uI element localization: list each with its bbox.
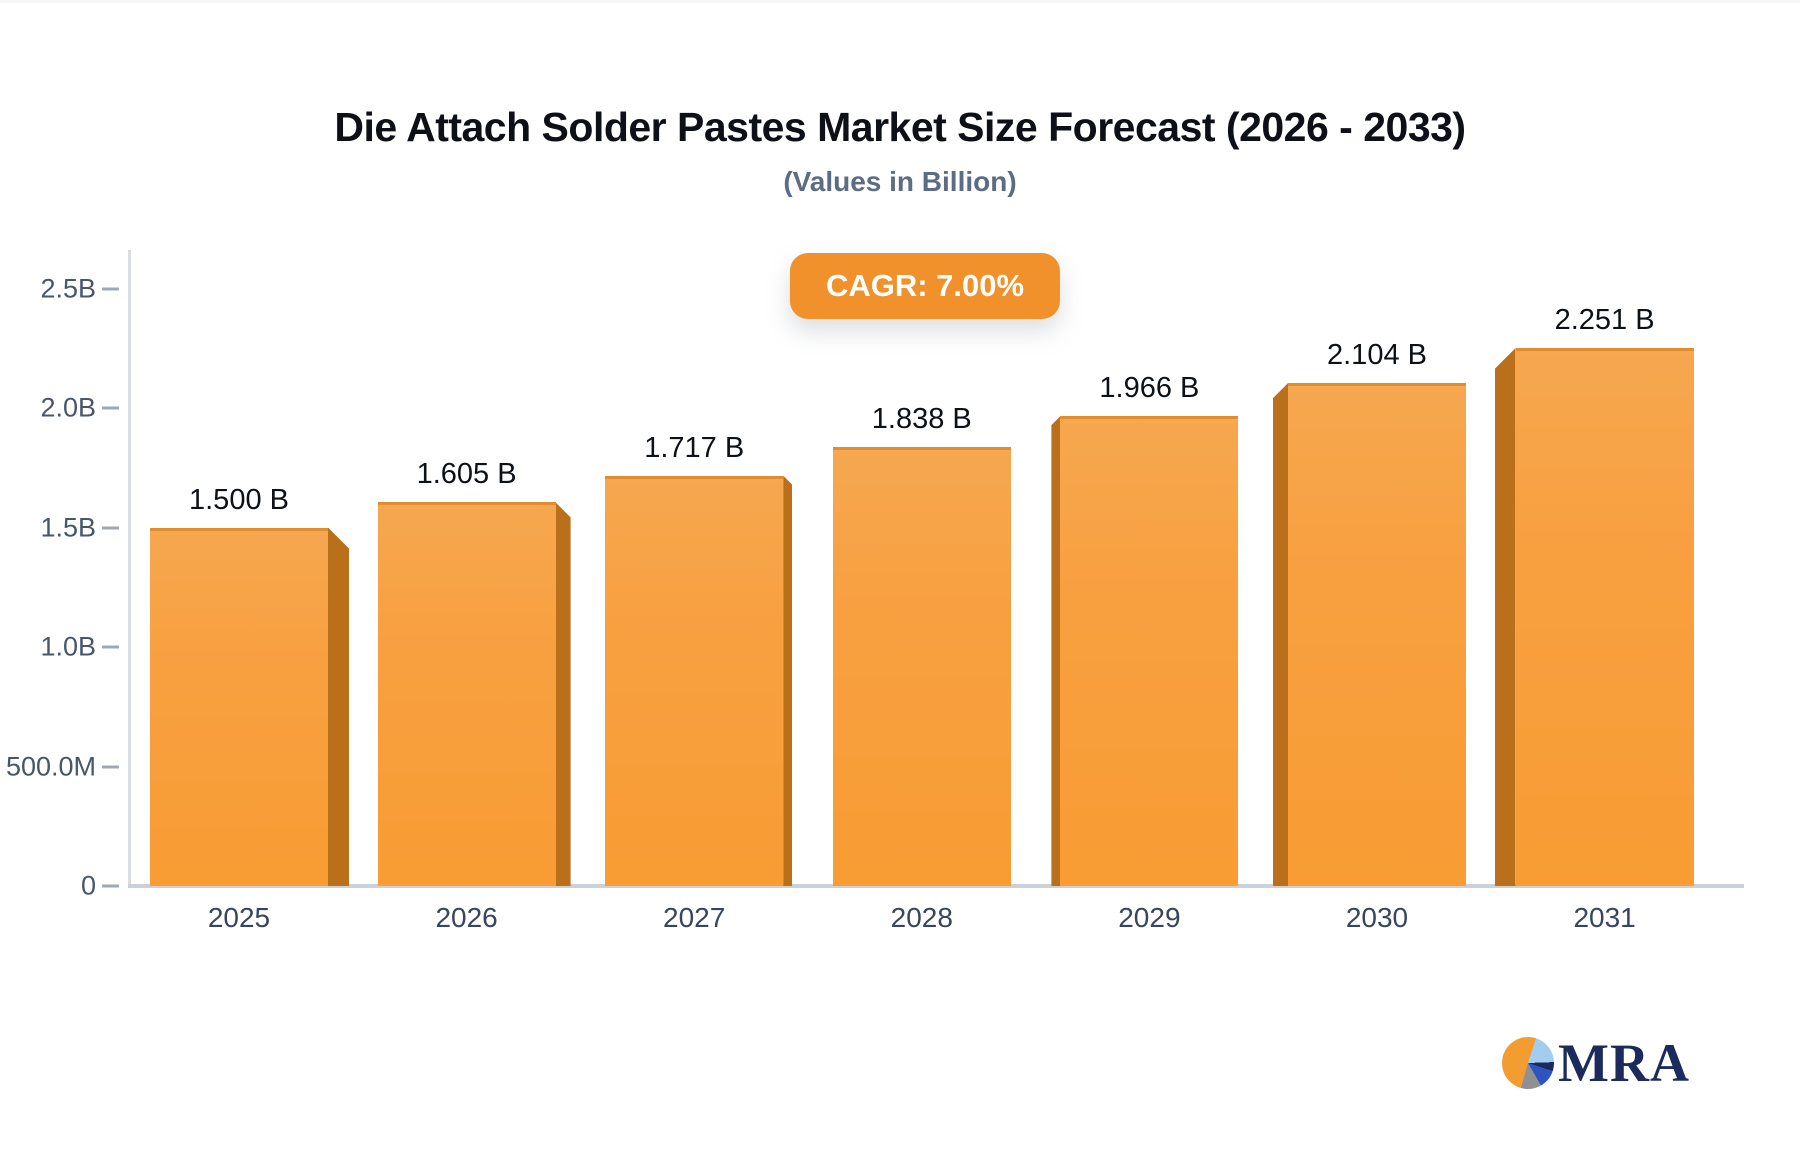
chart-title: Die Attach Solder Pastes Market Size For… xyxy=(334,104,1466,150)
y-axis-tick-label: 1.0B xyxy=(40,631,96,662)
y-axis-tick-label: 2.0B xyxy=(40,392,96,423)
bar-value-label: 2.251 B xyxy=(1554,304,1655,336)
bar xyxy=(1288,383,1466,886)
bar-value-label: 1.838 B xyxy=(871,402,972,435)
y-axis-tick-label: 500.0M xyxy=(5,751,96,781)
chart-subtitle: (Values in Billion) xyxy=(783,166,1017,197)
x-axis-category-label: 2028 xyxy=(890,902,953,933)
bar-3d-side xyxy=(328,527,349,886)
y-axis-tick-mark xyxy=(102,406,119,410)
x-axis-category-label: 2027 xyxy=(663,902,726,933)
y-axis-tick-label: 1.5B xyxy=(40,512,96,542)
bar-value-label: 1.717 B xyxy=(644,431,745,464)
bar-value-label: 1.605 B xyxy=(416,458,517,491)
y-axis-tick-label: 2.5B xyxy=(40,273,96,303)
y-axis-tick-label: 0 xyxy=(80,870,96,901)
bar xyxy=(605,475,784,886)
bar xyxy=(1060,416,1239,886)
mra-pie-logo-icon xyxy=(1502,1037,1554,1089)
x-axis-line xyxy=(128,884,1744,888)
x-axis-category-label: 2025 xyxy=(207,902,271,933)
x-axis-category-label: 2030 xyxy=(1345,902,1409,933)
bar-3d-side xyxy=(555,502,571,886)
bar-value-label: 2.104 B xyxy=(1327,339,1427,372)
x-axis-category-label: 2029 xyxy=(1118,902,1181,933)
x-axis-category-label: 2031 xyxy=(1573,902,1636,933)
y-axis-tick-mark xyxy=(102,287,119,290)
bar-value-label: 1.966 B xyxy=(1099,372,1200,405)
bar xyxy=(150,527,328,886)
y-axis-tick-mark xyxy=(102,645,119,649)
y-axis-tick-mark xyxy=(102,765,119,768)
mra-logo: MRA xyxy=(1502,1036,1690,1090)
bar-3d-side xyxy=(1051,416,1061,886)
page-top-edge xyxy=(0,0,1800,3)
bar-3d-side xyxy=(1494,348,1516,886)
bar-3d-side xyxy=(783,475,793,886)
y-axis-line xyxy=(128,250,131,887)
x-axis-category-label: 2026 xyxy=(435,902,498,933)
y-axis-tick-mark xyxy=(102,884,119,888)
bar xyxy=(377,502,556,886)
bar xyxy=(832,446,1011,886)
bar xyxy=(1515,348,1694,886)
y-axis-tick-mark xyxy=(102,526,119,529)
mra-logo-text: MRA xyxy=(1558,1033,1690,1093)
bar-value-label: 1.500 B xyxy=(189,483,289,516)
cagr-badge: CAGR: 7.00% xyxy=(789,253,1061,319)
bar-3d-side xyxy=(1273,383,1288,886)
